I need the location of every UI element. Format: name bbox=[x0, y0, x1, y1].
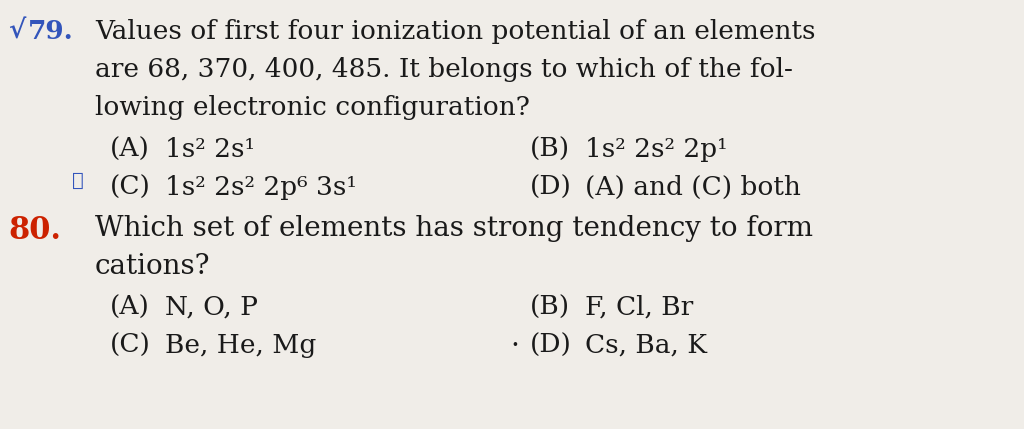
Text: Be, He, Mg: Be, He, Mg bbox=[165, 332, 316, 357]
Text: Values of first four ionization potential of an elements: Values of first four ionization potentia… bbox=[95, 19, 815, 44]
Text: 79.: 79. bbox=[28, 19, 74, 44]
Text: (C): (C) bbox=[110, 175, 151, 200]
Text: (A): (A) bbox=[110, 137, 150, 162]
Text: 1s² 2s¹: 1s² 2s¹ bbox=[165, 137, 255, 162]
Text: ✓: ✓ bbox=[72, 172, 84, 190]
Text: Which set of elements has strong tendency to form: Which set of elements has strong tendenc… bbox=[95, 214, 813, 242]
Text: Cs, Ba, K: Cs, Ba, K bbox=[585, 332, 707, 357]
Text: ·: · bbox=[510, 332, 519, 360]
Text: F, Cl, Br: F, Cl, Br bbox=[585, 294, 693, 320]
Text: 80.: 80. bbox=[8, 214, 61, 246]
Text: (B): (B) bbox=[530, 137, 570, 162]
Text: (D): (D) bbox=[530, 175, 571, 200]
Text: (C): (C) bbox=[110, 332, 151, 357]
Text: lowing electronic configuration?: lowing electronic configuration? bbox=[95, 95, 529, 120]
Text: cations?: cations? bbox=[95, 253, 211, 280]
Text: √: √ bbox=[8, 19, 26, 44]
Text: (A): (A) bbox=[110, 294, 150, 320]
Text: 1s² 2s² 2p⁶ 3s¹: 1s² 2s² 2p⁶ 3s¹ bbox=[165, 175, 357, 200]
Text: (D): (D) bbox=[530, 332, 571, 357]
Text: 1s² 2s² 2p¹: 1s² 2s² 2p¹ bbox=[585, 137, 728, 162]
Text: N, O, P: N, O, P bbox=[165, 294, 258, 320]
Text: are 68, 370, 400, 485. It belongs to which of the fol-: are 68, 370, 400, 485. It belongs to whi… bbox=[95, 57, 793, 82]
Text: (A) and (C) both: (A) and (C) both bbox=[585, 175, 801, 200]
Text: (B): (B) bbox=[530, 294, 570, 320]
